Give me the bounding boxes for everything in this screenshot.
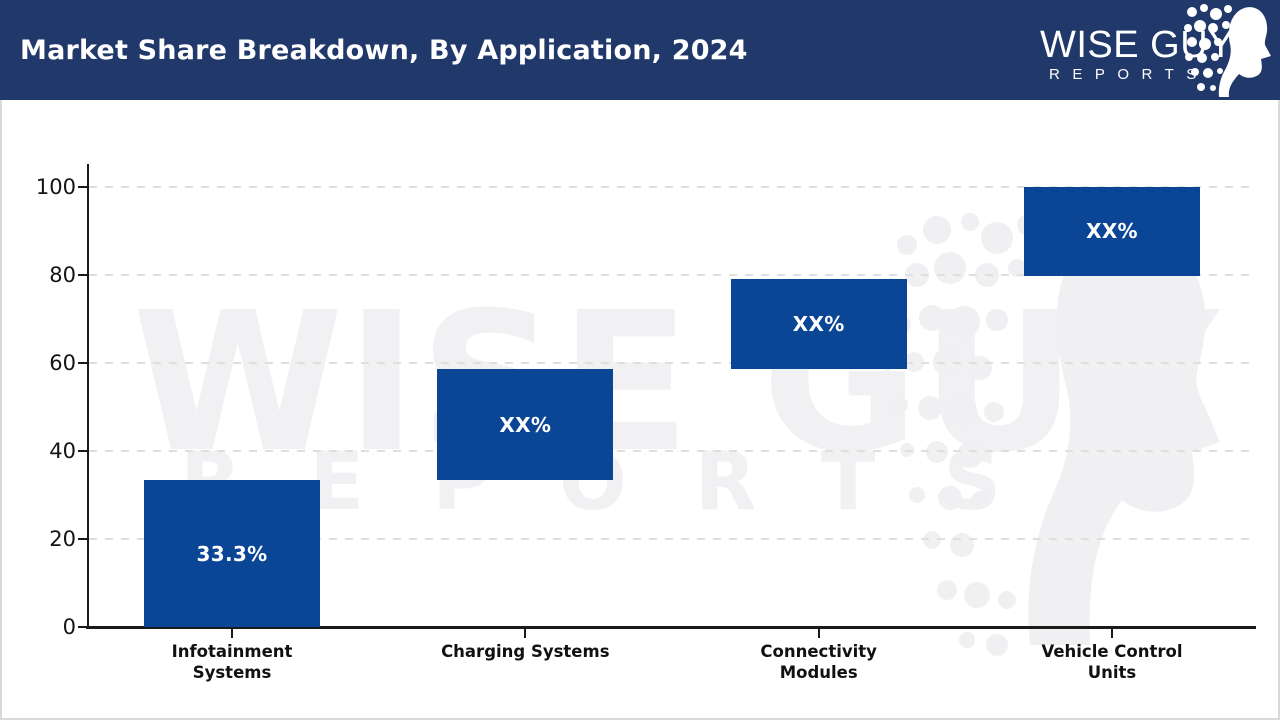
y-tick-mark	[78, 362, 87, 364]
gridline-60	[89, 362, 1256, 364]
header-bar: Market Share Breakdown, By Application, …	[0, 0, 1280, 100]
gridline-20	[89, 538, 1256, 540]
brand-logo-name: WISE GUY	[1040, 24, 1235, 66]
x-tick-mark	[524, 629, 527, 638]
chart-region: WISE GUY REPORTS	[0, 100, 1280, 720]
x-axis-line	[86, 626, 1256, 629]
bar-value-label: XX%	[499, 412, 552, 437]
y-tick-mark	[78, 626, 87, 628]
y-tick-label: 100	[35, 175, 76, 199]
x-category-label: Vehicle Control Units	[1041, 642, 1183, 682]
x-category-label: Connectivity Modules	[760, 642, 877, 682]
gridline-40	[89, 450, 1256, 452]
x-tick-mark	[231, 629, 233, 638]
brand-logo-tagline: REPORTS	[1049, 66, 1209, 83]
bar-3: XX%	[730, 278, 907, 369]
bar-1: 33.3%	[144, 480, 320, 627]
gridline-80	[89, 274, 1256, 276]
x-tick-mark	[1111, 629, 1113, 638]
x-category-label: Charging Systems	[441, 642, 610, 661]
bar-value-label: XX%	[792, 311, 845, 336]
y-tick-label: 80	[49, 263, 76, 287]
dotted-head-profile-icon	[1184, 4, 1271, 98]
y-tick-mark	[78, 538, 87, 540]
bar-4: XX%	[1024, 187, 1200, 276]
y-tick-label: 0	[62, 615, 76, 639]
gridline-100	[89, 186, 1256, 188]
x-tick-mark	[817, 629, 820, 638]
y-tick-label: 20	[49, 527, 76, 551]
x-category-label: Infotainment Systems	[171, 642, 293, 682]
y-tick-mark	[78, 274, 87, 276]
y-axis-line	[87, 164, 89, 628]
y-tick-label: 60	[49, 351, 76, 375]
bar-2: XX%	[437, 369, 614, 481]
y-tick-mark	[78, 450, 87, 452]
y-tick-label: 40	[49, 439, 76, 463]
bar-value-label: XX%	[1086, 219, 1138, 244]
page-title: Market Share Breakdown, By Application, …	[20, 34, 748, 66]
bar-value-label: 33.3%	[196, 541, 268, 566]
y-tick-mark	[78, 186, 87, 188]
brand-logo: WISE GUY REPORTS	[1002, 0, 1272, 100]
